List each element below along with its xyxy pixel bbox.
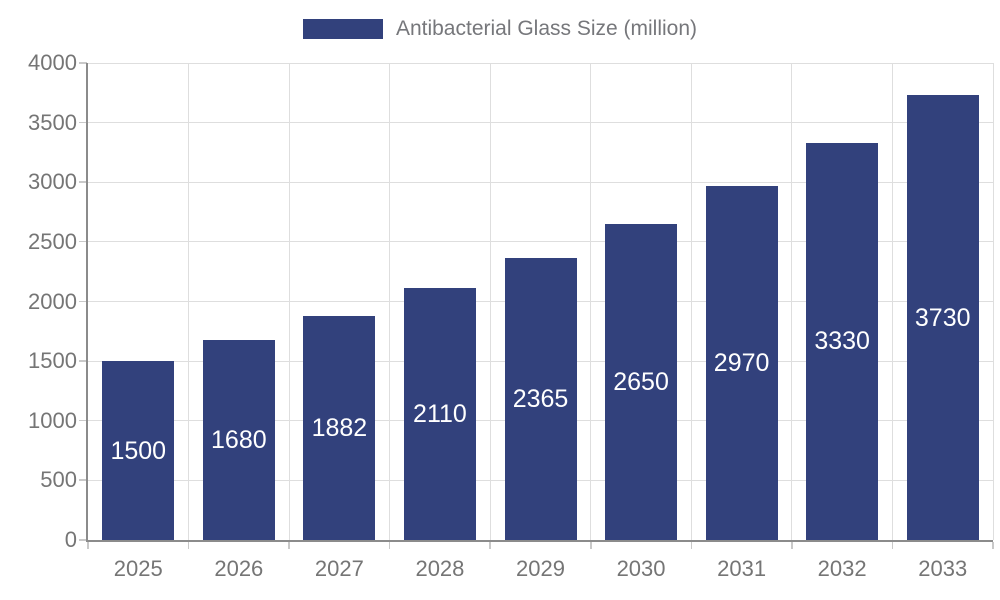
y-axis-tick xyxy=(79,360,87,362)
x-tick-label: 2032 xyxy=(817,556,867,581)
bar-2030[interactable]: 2650 xyxy=(605,224,678,540)
y-axis-tick xyxy=(79,479,87,481)
x-axis-tick xyxy=(791,542,793,549)
x-axis-tick xyxy=(992,542,994,549)
x-gridline xyxy=(891,63,893,540)
y-axis-tick xyxy=(79,62,87,64)
bar-value-label: 1500 xyxy=(110,436,167,465)
x-tick-label: 2030 xyxy=(616,556,666,581)
y-tick-label: 3500 xyxy=(28,109,77,135)
x-tick-label: 2027 xyxy=(314,556,364,581)
y-gridline xyxy=(88,122,993,124)
bar-value-label: 2970 xyxy=(713,348,770,377)
x-tick-label: 2028 xyxy=(415,556,465,581)
x-gridline xyxy=(791,63,793,540)
x-tick-label: 2029 xyxy=(516,556,565,581)
x-tick-label: 2025 xyxy=(113,556,163,581)
bar-2027[interactable]: 1882 xyxy=(303,315,376,540)
y-axis-tick xyxy=(79,300,87,302)
bar-value-label: 2650 xyxy=(613,368,669,396)
y-axis-tick xyxy=(79,181,87,183)
x-gridline xyxy=(188,63,190,540)
bar-2026[interactable]: 1680 xyxy=(202,339,275,540)
x-gridline xyxy=(489,63,491,540)
legend-swatch xyxy=(302,19,383,39)
x-axis-line xyxy=(86,540,993,542)
y-tick-label: 4000 xyxy=(28,50,77,75)
x-tick-label: 2026 xyxy=(214,556,264,581)
bar-value-label: 3730 xyxy=(914,303,971,332)
y-axis-tick xyxy=(79,240,87,243)
bar-2025[interactable]: 1500 xyxy=(102,361,175,540)
legend[interactable]: Antibacterial Glass Size (million) xyxy=(0,17,1000,41)
x-gridline xyxy=(389,63,391,540)
x-axis-tick xyxy=(891,542,894,549)
y-axis-tick xyxy=(79,539,87,541)
y-tick-label: 2000 xyxy=(28,288,77,314)
bar-2032[interactable]: 3330 xyxy=(806,142,879,540)
plot-area: 1500 1680 1882 2110 2365 2650 2970 3330 3730 xyxy=(88,62,994,540)
y-axis-tick xyxy=(79,419,87,422)
y-gridline xyxy=(88,62,993,64)
x-axis-tick xyxy=(690,542,693,549)
x-gridline xyxy=(992,63,994,540)
y-axis-tick xyxy=(79,121,87,124)
y-tick-label: 500 xyxy=(40,467,77,493)
y-tick-label: 0 xyxy=(64,527,77,552)
bar-value-label: 1882 xyxy=(311,413,368,442)
bar-value-label: 2365 xyxy=(512,384,569,413)
x-axis-tick xyxy=(489,542,491,549)
x-gridline xyxy=(690,63,692,540)
x-axis-tick xyxy=(87,542,89,549)
legend-label: Antibacterial Glass Size (million) xyxy=(395,17,698,40)
bar-2033[interactable]: 3730 xyxy=(906,95,979,540)
bar-2028[interactable]: 2110 xyxy=(403,288,476,540)
x-gridline xyxy=(288,63,290,540)
y-gridline xyxy=(88,181,993,183)
x-tick-label: 2033 xyxy=(918,556,968,581)
bar-2029[interactable]: 2365 xyxy=(504,257,577,540)
y-tick-label: 3000 xyxy=(28,169,77,195)
y-tick-label: 1500 xyxy=(28,348,77,374)
x-axis-tick xyxy=(388,542,391,549)
y-tick-label: 1000 xyxy=(28,407,77,433)
x-gridline xyxy=(590,63,592,540)
x-axis-tick xyxy=(590,542,592,549)
x-axis-tick xyxy=(187,542,190,549)
y-gridline xyxy=(88,241,993,243)
bar-value-label: 2110 xyxy=(413,400,467,429)
bar-value-label: 3330 xyxy=(814,327,870,356)
x-axis-tick xyxy=(288,542,290,549)
y-axis-line xyxy=(86,63,88,542)
y-tick-label: 2500 xyxy=(28,228,77,254)
bar-value-label: 1680 xyxy=(211,425,267,454)
bar-2031[interactable]: 2970 xyxy=(705,185,778,540)
x-tick-label: 2031 xyxy=(717,556,767,581)
